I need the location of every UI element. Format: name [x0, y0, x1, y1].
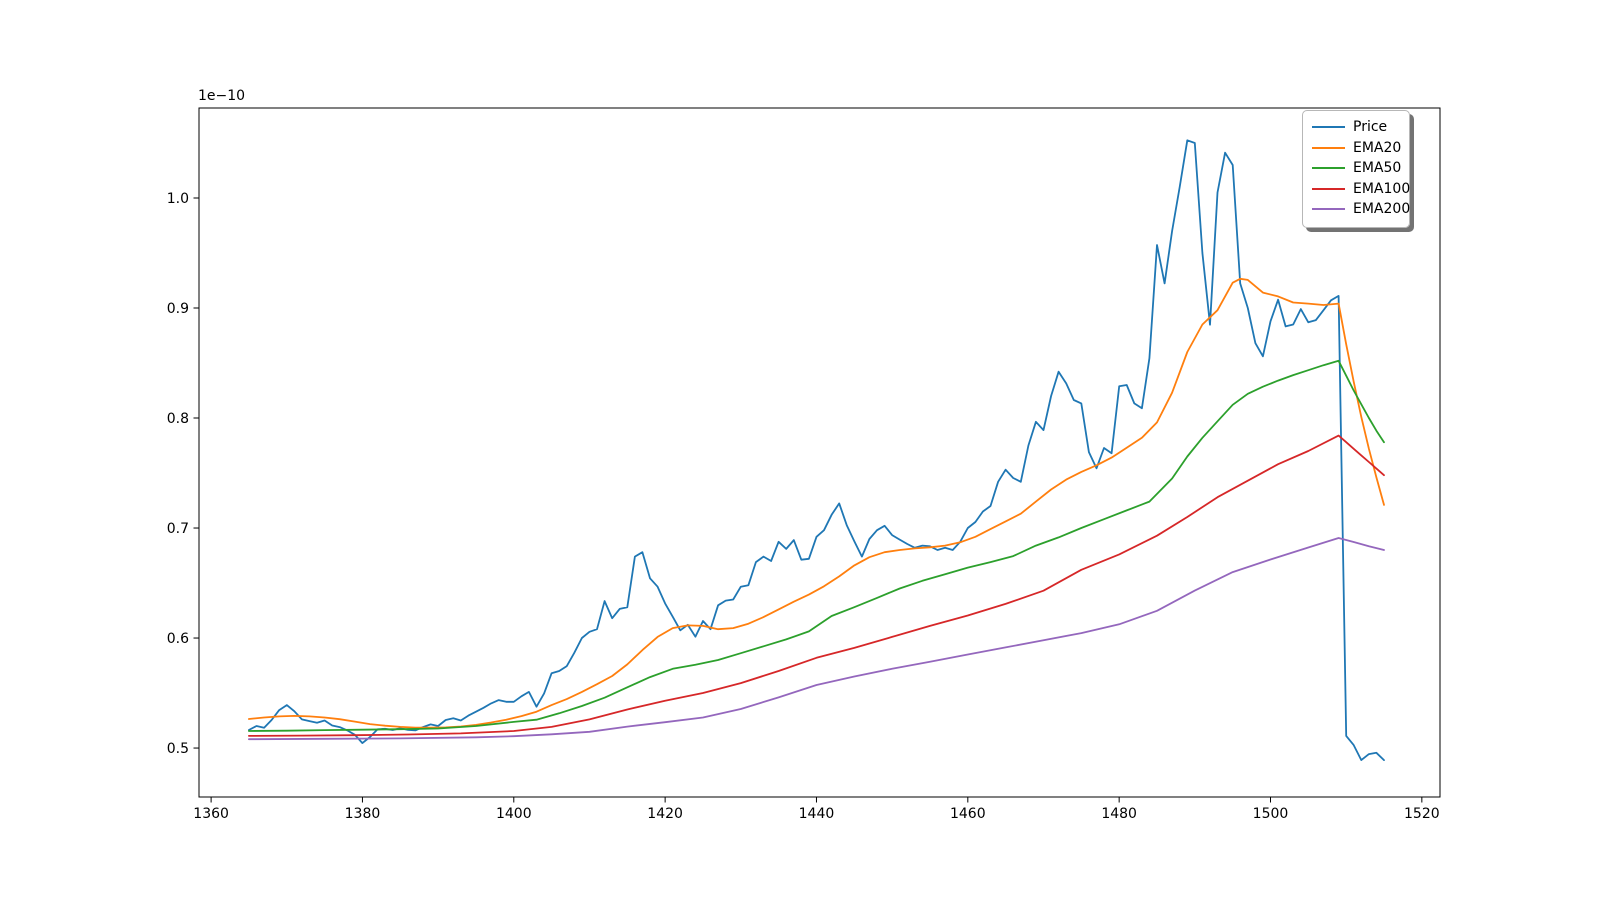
legend-line-swatch: [1312, 126, 1345, 129]
x-tick-label: 1420: [647, 806, 683, 822]
legend-item-ema100: EMA100: [1312, 179, 1410, 200]
series-line-ema100: [247, 434, 1385, 737]
series-line-ema200: [247, 537, 1385, 741]
x-tick-label: 1500: [1253, 806, 1289, 822]
y-tick-label: 0.7: [167, 521, 189, 537]
y-tick-label: 1.0: [167, 191, 189, 207]
legend-line-swatch: [1312, 208, 1345, 211]
x-tick-label: 1400: [496, 806, 532, 822]
x-tick-label: 1380: [345, 806, 381, 822]
legend-label: EMA20: [1353, 139, 1402, 156]
series-line-price: [247, 139, 1385, 761]
legend-item-ema20: EMA20: [1312, 138, 1402, 159]
y-tick-label: 0.6: [167, 631, 189, 647]
legend-item-ema50: EMA50: [1312, 158, 1402, 179]
legend-item-ema200: EMA200: [1312, 199, 1410, 220]
x-tick-label: 1520: [1404, 806, 1440, 822]
legend-label: EMA50: [1353, 160, 1402, 177]
legend-item-price: Price: [1312, 117, 1400, 138]
legend-line-swatch: [1312, 167, 1345, 170]
legend: Price EMA20 EMA50 EMA100 EMA200: [1302, 110, 1410, 228]
x-tick-label: 1440: [799, 806, 835, 822]
x-tick-label: 1360: [193, 806, 229, 822]
series-line-ema50: [247, 359, 1385, 732]
legend-label: EMA200: [1353, 201, 1411, 218]
axes-spines: [198, 107, 1441, 798]
y-tick-label: 0.9: [167, 301, 189, 317]
x-tick-label: 1460: [950, 806, 986, 822]
legend-line-swatch: [1312, 146, 1345, 149]
y-axis-offset-label: 1e−10: [198, 88, 246, 104]
legend-line-swatch: [1312, 187, 1345, 190]
y-tick-label: 0.8: [167, 411, 189, 427]
legend-label: EMA100: [1353, 180, 1411, 197]
legend-label: Price: [1353, 119, 1388, 136]
x-tick-label: 1480: [1101, 806, 1137, 822]
y-tick-label: 0.5: [167, 741, 189, 757]
